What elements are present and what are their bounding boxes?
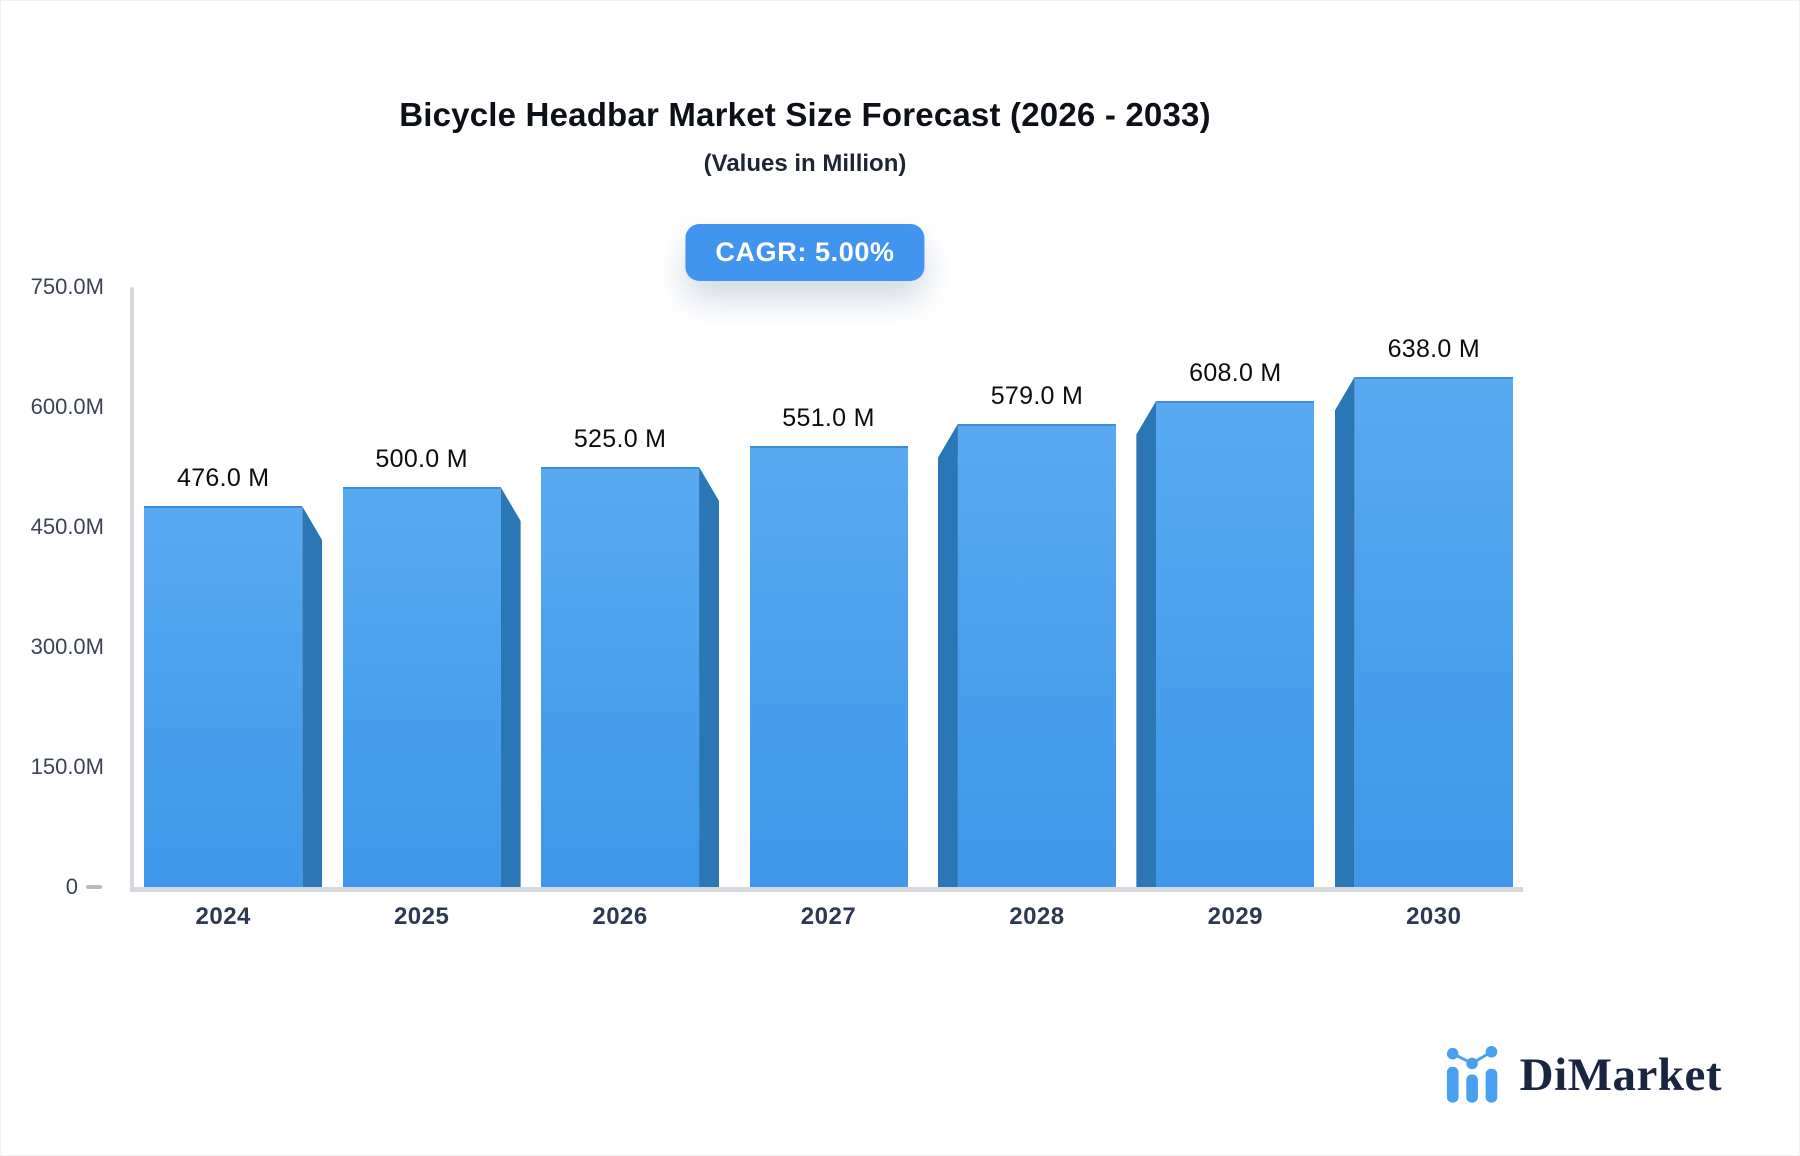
y-axis-tick-label: 150.0M [30,754,104,779]
bar-3d-side [699,467,720,887]
bar-2029 [1156,400,1315,887]
x-axis-tick-label: 2024 [195,903,251,930]
zero-tick-mark [86,885,102,889]
bar-value-label: 500.0 M [375,445,468,473]
y-axis-tick-label: 450.0M [30,514,104,539]
bar-2025 [342,487,501,887]
y-axis: 750.0M 600.0M 450.0M 300.0M 150.0M 0 [0,0,104,1156]
x-axis-tick-label: 2028 [1009,903,1065,930]
bar-3d-side [500,487,521,887]
y-axis-tick-label: 0 [65,874,78,899]
x-axis-tick-label: 2030 [1406,903,1462,930]
y-axis-tick-label: 300.0M [30,634,104,659]
bar-value-label: 579.0 M [990,381,1084,410]
bar-2028 [957,423,1116,887]
bar-3d-side [1334,376,1355,887]
x-axis-tick-label: 2025 [393,903,450,930]
y-axis-line [130,287,134,888]
bar-value-label: 638.0 M [1387,334,1480,363]
y-axis-tick-label: 750.0M [30,274,104,299]
bar-2026 [541,467,700,887]
brand-logo-text: DiMarket [1519,1049,1722,1101]
bar-3d-side [1136,400,1157,887]
x-axis-tick-label: 2026 [592,903,648,930]
x-axis-tick-label: 2029 [1207,903,1264,930]
brand-logo: DiMarket [1444,1044,1722,1106]
bar-3d-side [937,423,958,887]
bar-value-label: 608.0 M [1189,358,1282,387]
x-axis-baseline [130,887,1523,892]
chart-title: Bicycle Headbar Market Size Forecast (20… [399,96,1211,133]
y-axis-tick-label: 600.0M [30,394,104,419]
x-axis-tick-label: 2027 [800,903,857,930]
bar-value-label: 476.0 M [176,464,270,493]
mini-bar-line-chart-icon [1446,1045,1497,1103]
bar-3d-side [302,506,323,887]
cagr-badge: CAGR: 5.00% [685,224,925,281]
bar-2030 [1354,376,1513,887]
bar-2024 [144,506,303,887]
bar-value-label: 551.0 M [782,404,875,433]
chart-subtitle: (Values in Million) [703,150,907,177]
bar-2027 [749,446,908,887]
bar-value-label: 525.0 M [573,425,667,453]
